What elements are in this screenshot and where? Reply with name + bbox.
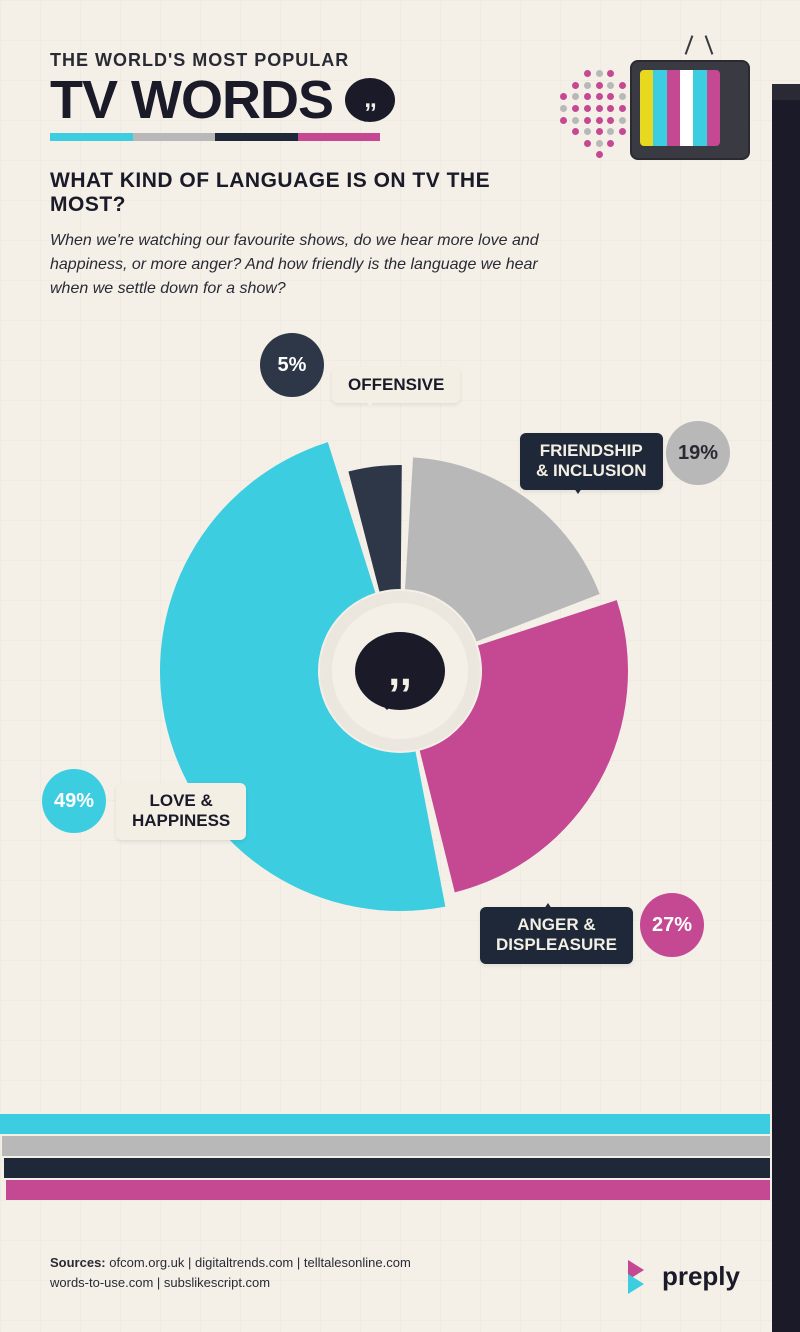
- header-color-bars: [50, 133, 380, 141]
- label-friendship: FRIENDSHIP& INCLUSION: [520, 433, 663, 490]
- logo-icon: [628, 1260, 654, 1292]
- label-love: LOVE &HAPPINESS: [116, 783, 246, 840]
- bottom-stripes: [0, 1114, 770, 1202]
- pct-anger: 27%: [640, 893, 704, 957]
- sources-line1: ofcom.org.uk | digitaltrends.com | tellt…: [106, 1255, 411, 1270]
- speech-bubble-icon: ,,: [345, 78, 395, 122]
- center-speech-icon: ,,: [355, 632, 445, 710]
- donut-chart: ,, 5% OFFENSIVE 19% FRIENDSHIP& INCLUSIO…: [50, 351, 750, 991]
- sources-text: Sources: ofcom.org.uk | digitaltrends.co…: [50, 1253, 411, 1292]
- pct-offensive: 5%: [260, 333, 324, 397]
- label-anger: ANGER &DISPLEASURE: [480, 907, 633, 964]
- header-subtitle: THE WORLD'S MOST POPULAR: [50, 50, 570, 71]
- intro-text: When we're watching our favourite shows,…: [50, 229, 570, 301]
- content-area: THE WORLD'S MOST POPULAR TV WORDS ,, WHA…: [0, 0, 800, 991]
- donut-center: ,,: [320, 591, 480, 751]
- question-heading: WHAT KIND OF LANGUAGE IS ON TV THE MOST?: [50, 169, 570, 217]
- pct-friendship: 19%: [666, 421, 730, 485]
- logo-text: preply: [662, 1261, 740, 1292]
- sources-line2: words-to-use.com | subslikescript.com: [50, 1275, 270, 1290]
- pct-love: 49%: [42, 769, 106, 833]
- footer: Sources: ofcom.org.uk | digitaltrends.co…: [50, 1253, 740, 1292]
- sources-label: Sources:: [50, 1255, 106, 1270]
- tv-illustration: [570, 50, 750, 170]
- title-block: THE WORLD'S MOST POPULAR TV WORDS ,, WHA…: [50, 50, 570, 301]
- label-offensive: OFFENSIVE: [332, 367, 460, 403]
- preply-logo: preply: [628, 1260, 740, 1292]
- title-text: TV WORDS: [50, 73, 333, 127]
- header-title: TV WORDS ,,: [50, 73, 570, 127]
